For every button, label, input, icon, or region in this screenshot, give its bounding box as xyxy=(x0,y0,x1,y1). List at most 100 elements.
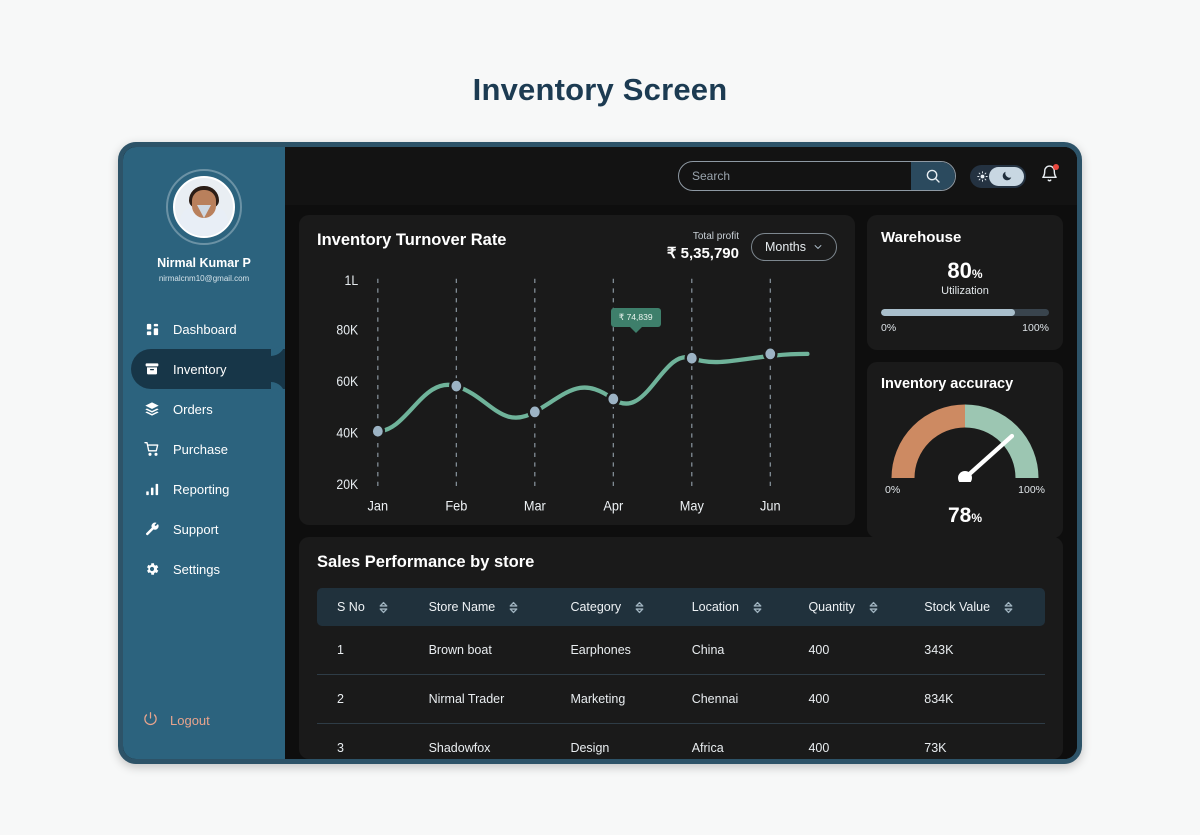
inventory-icon xyxy=(143,361,161,377)
total-profit-label: Total profit xyxy=(692,231,739,242)
sort-icon xyxy=(869,601,878,613)
table-cell-category: Earphones xyxy=(550,626,672,675)
logout-label: Logout xyxy=(170,712,210,728)
table-cell-store: Nirmal Trader xyxy=(408,674,551,724)
sidebar-item-inventory[interactable]: Inventory xyxy=(131,349,285,389)
utilization-min-label: 0% xyxy=(881,322,897,334)
support-icon xyxy=(143,522,161,537)
line-chart-svg: 1L 80K 60K 40K 20K xyxy=(336,273,810,514)
chevron-down-icon xyxy=(814,244,822,249)
accuracy-title: Inventory accuracy xyxy=(881,376,1014,392)
user-email: nirmalcnm10@gmail.com xyxy=(158,274,250,283)
table-cell-location: Africa xyxy=(691,741,724,755)
sidebar-item-support[interactable]: Support xyxy=(123,509,285,549)
search-button[interactable] xyxy=(911,162,955,190)
sidebar-item-reporting[interactable]: Reporting xyxy=(123,469,285,509)
table-cell-quantity: 400 xyxy=(808,741,830,755)
period-dropdown-label: Months xyxy=(765,239,806,254)
logout-button[interactable]: Logout xyxy=(123,711,285,729)
bell-icon xyxy=(1042,165,1057,182)
warehouse-card: Warehouse 80% Utilization 0% 100% xyxy=(867,215,1063,350)
table-cell-s-no: 3 xyxy=(337,741,344,755)
dashboard-icon xyxy=(143,322,161,337)
theme-toggle-knob[interactable] xyxy=(989,166,1024,186)
line-chart: 1L 80K 60K 40K 20K xyxy=(317,268,837,515)
sales-performance-card: Sales Performance by store S No Store Nam… xyxy=(299,537,1063,759)
accuracy-value-unit: % xyxy=(971,511,983,525)
search-bar[interactable] xyxy=(678,161,956,191)
table-cell-store: Shadowfox xyxy=(428,741,491,755)
table-cell-quantity: 400 xyxy=(788,626,905,675)
accuracy-min-label: 0% xyxy=(885,484,901,496)
table-head: S No Store Name Category Location Quantity St… xyxy=(317,588,1045,626)
warehouse-value-number: 80 xyxy=(947,258,972,283)
sun-icon xyxy=(977,170,988,182)
utilization-max-label: 100% xyxy=(1022,322,1049,334)
inventory-accuracy-card: Inventory accuracy 0% 100% xyxy=(867,362,1063,538)
table-header-cell[interactable]: Category xyxy=(550,588,672,626)
warehouse-subtitle: Utilization xyxy=(941,285,989,297)
table-cell-location: China xyxy=(671,626,789,675)
dashboard-frame: Nirmal Kumar P nirmalcnm10@gmail.com Das… xyxy=(118,142,1082,764)
svg-text:May: May xyxy=(680,498,704,514)
table-row[interactable]: 2 Nirmal Trader Marketing Chennai 400 834K xyxy=(317,674,1045,724)
sidebar-item-dashboard[interactable]: Dashboard xyxy=(123,309,285,349)
warehouse-value: 80% xyxy=(881,258,1049,284)
sidebar-item-orders[interactable]: Orders xyxy=(123,389,285,429)
table-cell-stock-value: 834K xyxy=(904,674,1045,724)
table-header-cell[interactable]: Quantity xyxy=(788,588,905,626)
accuracy-gauge xyxy=(890,400,1040,485)
sidebar-item-label: Orders xyxy=(173,401,213,417)
table-cell-category: Marketing xyxy=(550,674,672,724)
table-header-label: Category xyxy=(570,600,622,614)
table-header-label: Quantity xyxy=(808,600,855,614)
svg-text:1L: 1L xyxy=(345,273,359,289)
sidebar-item-purchase[interactable]: Purchase xyxy=(123,429,285,469)
table-header-label: Store Name xyxy=(428,600,496,614)
utilization-progress-fill xyxy=(881,309,1016,316)
svg-text:60K: 60K xyxy=(336,374,358,390)
search-input[interactable] xyxy=(679,162,911,190)
chart-header: Inventory Turnover Rate Total profit ₹ 5… xyxy=(317,231,837,262)
period-dropdown[interactable]: Months xyxy=(751,232,837,261)
sidebar-item-label: Purchase xyxy=(173,441,228,457)
search-icon xyxy=(926,169,940,183)
inventory-turnover-card: Inventory Turnover Rate Total profit ₹ 5… xyxy=(299,215,855,525)
right-column: Warehouse 80% Utilization 0% 100% xyxy=(867,215,1063,538)
settings-icon xyxy=(143,561,161,577)
table-header-row: S No Store Name Category Location Quantity St… xyxy=(317,588,1045,626)
sidebar-item-label: Inventory xyxy=(173,361,227,377)
table-row[interactable]: 3 Shadowfox Design Africa 400 73K xyxy=(317,724,1045,760)
topbar xyxy=(285,147,1077,205)
table-cell-location: Chennai xyxy=(671,674,789,724)
warehouse-title: Warehouse xyxy=(881,229,962,246)
sales-table: S No Store Name Category Location Quantity St… xyxy=(317,588,1045,759)
table-cell-quantity: 400 xyxy=(788,674,905,724)
svg-text:Apr: Apr xyxy=(603,498,623,514)
utilization-progressbar xyxy=(881,309,1049,316)
table-cell-s-no: 1 xyxy=(317,626,409,675)
table-row[interactable]: 1 Brown boat Earphones China 400 343K xyxy=(317,626,1045,675)
svg-text:Mar: Mar xyxy=(524,498,546,514)
orders-icon xyxy=(143,401,161,417)
table-title: Sales Performance by store xyxy=(317,553,535,571)
table-header-cell[interactable]: Stock Value xyxy=(904,588,1045,626)
table-cell-category: Design xyxy=(570,741,610,755)
sidebar-item-settings[interactable]: Settings xyxy=(123,549,285,589)
avatar-image xyxy=(173,176,235,238)
accuracy-value-number: 78 xyxy=(947,504,972,527)
table-cell-stock-value: 73K xyxy=(924,741,947,755)
theme-toggle[interactable] xyxy=(970,164,1026,188)
svg-text:80K: 80K xyxy=(336,322,358,338)
chart-tooltip: ₹ 74,839 xyxy=(610,307,661,327)
table-header-cell[interactable]: Location xyxy=(671,588,789,626)
accuracy-gauge-svg xyxy=(891,404,1039,485)
table-header-label: Location xyxy=(691,600,739,614)
user-name: Nirmal Kumar P xyxy=(157,256,251,270)
sort-icon xyxy=(379,601,388,613)
table-header-cell[interactable]: Store Name xyxy=(408,588,551,626)
chart-title: Inventory Turnover Rate xyxy=(317,231,507,249)
table-header-cell[interactable]: S No xyxy=(317,588,409,626)
notifications-button[interactable] xyxy=(1040,164,1059,188)
